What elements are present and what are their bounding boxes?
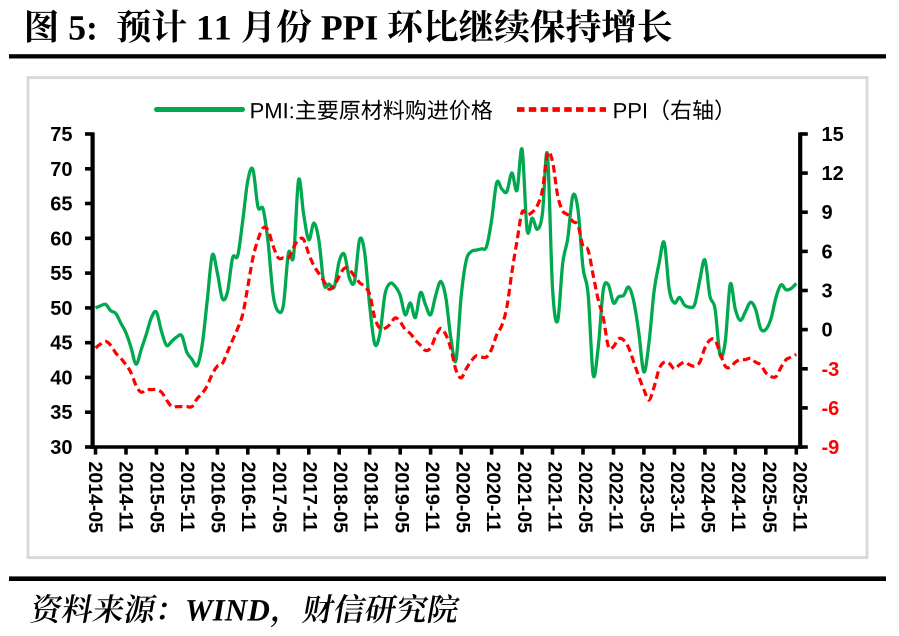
svg-text:-9: -9 — [822, 437, 840, 459]
svg-text:2021-11: 2021-11 — [544, 462, 566, 533]
svg-text:2014-11: 2014-11 — [115, 462, 137, 533]
svg-text:2020-05: 2020-05 — [452, 462, 474, 534]
svg-text:2015-05: 2015-05 — [145, 462, 167, 534]
svg-text:9: 9 — [822, 202, 833, 224]
svg-text:-6: -6 — [822, 398, 840, 420]
svg-text:35: 35 — [50, 402, 72, 424]
svg-text:2022-05: 2022-05 — [574, 462, 596, 534]
svg-text:3: 3 — [822, 281, 833, 303]
svg-text:2018-11: 2018-11 — [360, 462, 382, 533]
svg-text:55: 55 — [50, 263, 72, 285]
svg-text:2025-11: 2025-11 — [789, 462, 811, 533]
svg-text:2020-11: 2020-11 — [482, 462, 504, 533]
svg-text:2017-11: 2017-11 — [298, 462, 320, 533]
svg-text:2019-05: 2019-05 — [390, 462, 412, 534]
svg-text:65: 65 — [50, 194, 72, 216]
svg-text:2014-05: 2014-05 — [84, 462, 106, 534]
svg-text:2019-11: 2019-11 — [421, 462, 443, 533]
svg-text:2016-05: 2016-05 — [207, 462, 229, 534]
svg-text:2015-11: 2015-11 — [176, 462, 198, 533]
svg-text:70: 70 — [50, 159, 72, 181]
svg-text:6: 6 — [822, 241, 833, 263]
svg-text:30: 30 — [50, 437, 72, 459]
svg-text:2022-11: 2022-11 — [605, 462, 627, 533]
svg-text:50: 50 — [50, 298, 72, 320]
svg-text:2024-11: 2024-11 — [727, 462, 749, 533]
svg-text:15: 15 — [822, 124, 844, 146]
svg-text:2025-05: 2025-05 — [758, 462, 780, 534]
svg-text:2017-05: 2017-05 — [268, 462, 290, 534]
svg-text:40: 40 — [50, 367, 72, 389]
svg-text:-3: -3 — [822, 359, 840, 381]
svg-text:2018-05: 2018-05 — [329, 462, 351, 534]
svg-text:12: 12 — [822, 163, 844, 185]
svg-text:60: 60 — [50, 228, 72, 250]
svg-text:2023-05: 2023-05 — [635, 462, 657, 534]
svg-text:2024-05: 2024-05 — [697, 462, 719, 534]
svg-text:45: 45 — [50, 333, 72, 355]
svg-text:0: 0 — [822, 320, 833, 342]
svg-text:75: 75 — [50, 124, 72, 146]
svg-text:2016-11: 2016-11 — [237, 462, 259, 533]
svg-text:2023-11: 2023-11 — [666, 462, 688, 533]
svg-text:2021-05: 2021-05 — [513, 462, 535, 534]
